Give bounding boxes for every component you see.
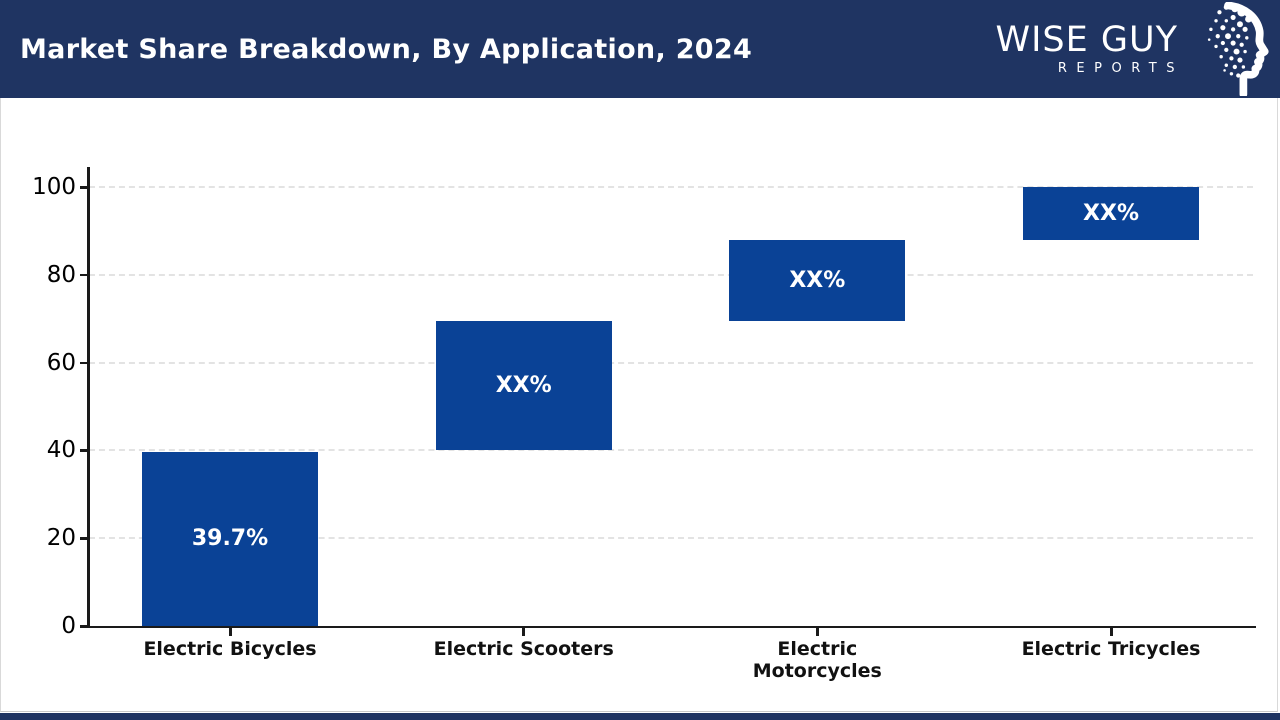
x-tick-mark [228,628,232,636]
logo-subtitle: REPORTS [1057,61,1184,76]
y-tick-mark [80,186,88,189]
footer-strip [0,713,1280,720]
gridline-y40 [89,449,1253,452]
page-title: Market Share Breakdown, By Application, … [20,33,753,65]
bar-segment: XX% [729,239,906,321]
logo-wordmark: WISE GUY [995,20,1178,60]
x-category-label: Electric Bicycles [143,638,317,660]
bar-segment: 39.7% [142,451,318,626]
x-tick-mark [522,628,526,636]
y-tick-mark [80,449,88,452]
bar-value-label: XX% [495,373,552,399]
x-category-label: Electric Motorcycles [752,638,882,682]
gridline-y60 [89,361,1253,364]
y-tick-mark [80,273,88,277]
bar-segment: XX% [435,320,612,451]
y-tick-mark [80,537,88,540]
y-tick-label: 100 [32,174,76,200]
x-tick-mark [1109,628,1113,636]
bar-value-label: XX% [1083,200,1139,226]
x-category-label: Electric Tricycles [1021,638,1201,660]
header: Market Share Breakdown, By Application, … [0,0,1280,98]
y-tick-label: 0 [61,613,76,639]
bar-segment: XX% [1023,187,1199,240]
bar-value-label: 39.7% [191,526,269,552]
wiseguy-head-icon [1207,2,1269,96]
y-tick-mark [80,361,88,365]
gridline-y80 [89,273,1253,276]
y-tick-label: 80 [46,261,76,288]
y-tick-label: 20 [46,525,76,552]
y-tick-label: 40 [46,437,76,464]
y-axis-line [87,167,90,628]
bar-value-label: XX% [789,267,846,293]
wiseguy-logo: WISE GUY REPORTS [995,0,1274,98]
x-category-label: Electric Scooters [433,638,614,660]
x-tick-mark [815,628,819,636]
y-tick-mark [80,625,88,628]
logo-text: WISE GUY REPORTS [995,20,1178,76]
gridline-y20 [89,537,1253,540]
gridline-y100 [89,186,1253,188]
x-axis-line [87,625,1256,628]
y-tick-label: 60 [46,349,76,376]
